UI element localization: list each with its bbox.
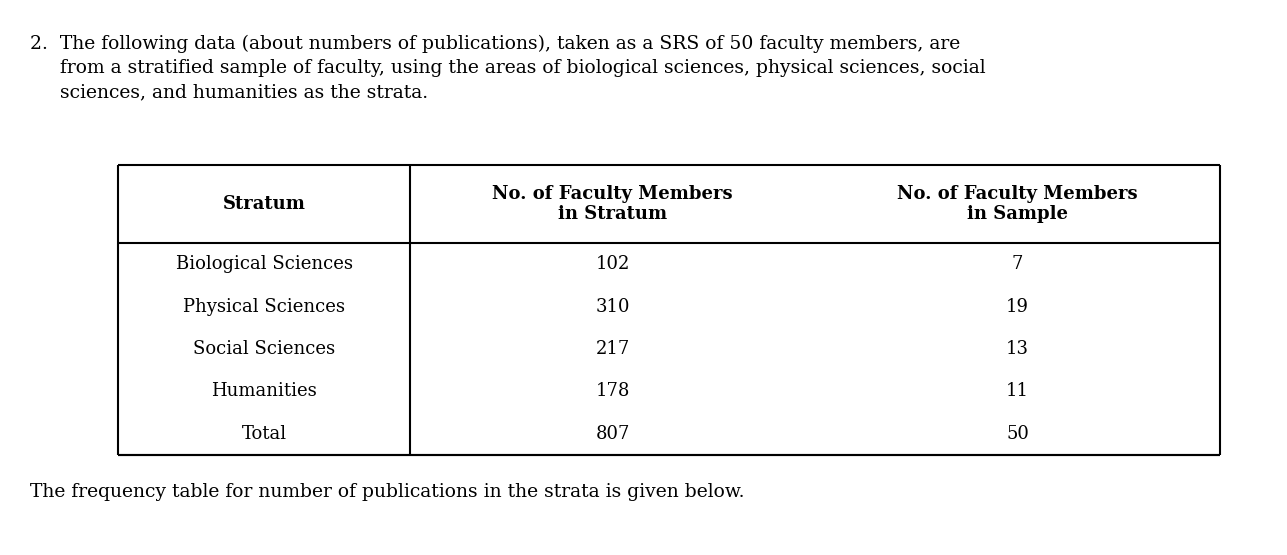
Text: in Stratum: in Stratum xyxy=(559,205,667,223)
Text: No. of Faculty Members: No. of Faculty Members xyxy=(897,185,1138,203)
Text: Social Sciences: Social Sciences xyxy=(193,340,335,358)
Text: Stratum: Stratum xyxy=(223,195,305,213)
Text: 310: 310 xyxy=(596,297,629,316)
Text: 13: 13 xyxy=(1006,340,1030,358)
Text: sciences, and humanities as the strata.: sciences, and humanities as the strata. xyxy=(30,83,429,101)
Text: Physical Sciences: Physical Sciences xyxy=(183,297,345,316)
Text: 217: 217 xyxy=(596,340,629,358)
Text: 2.  The following data (about numbers of publications), taken as a SRS of 50 fac: 2. The following data (about numbers of … xyxy=(30,35,960,53)
Text: 102: 102 xyxy=(596,255,629,273)
Text: 7: 7 xyxy=(1012,255,1023,273)
Text: from a stratified sample of faculty, using the areas of biological sciences, phy: from a stratified sample of faculty, usi… xyxy=(30,59,986,77)
Text: Total: Total xyxy=(242,425,287,443)
Text: 50: 50 xyxy=(1006,425,1028,443)
Text: 19: 19 xyxy=(1006,297,1030,316)
Text: in Sample: in Sample xyxy=(967,205,1068,223)
Text: Biological Sciences: Biological Sciences xyxy=(175,255,353,273)
Text: 178: 178 xyxy=(596,382,629,400)
Text: Humanities: Humanities xyxy=(211,382,317,400)
Text: 807: 807 xyxy=(596,425,629,443)
Text: No. of Faculty Members: No. of Faculty Members xyxy=(492,185,732,203)
Text: The frequency table for number of publications in the strata is given below.: The frequency table for number of public… xyxy=(30,483,744,501)
Text: 11: 11 xyxy=(1006,382,1030,400)
